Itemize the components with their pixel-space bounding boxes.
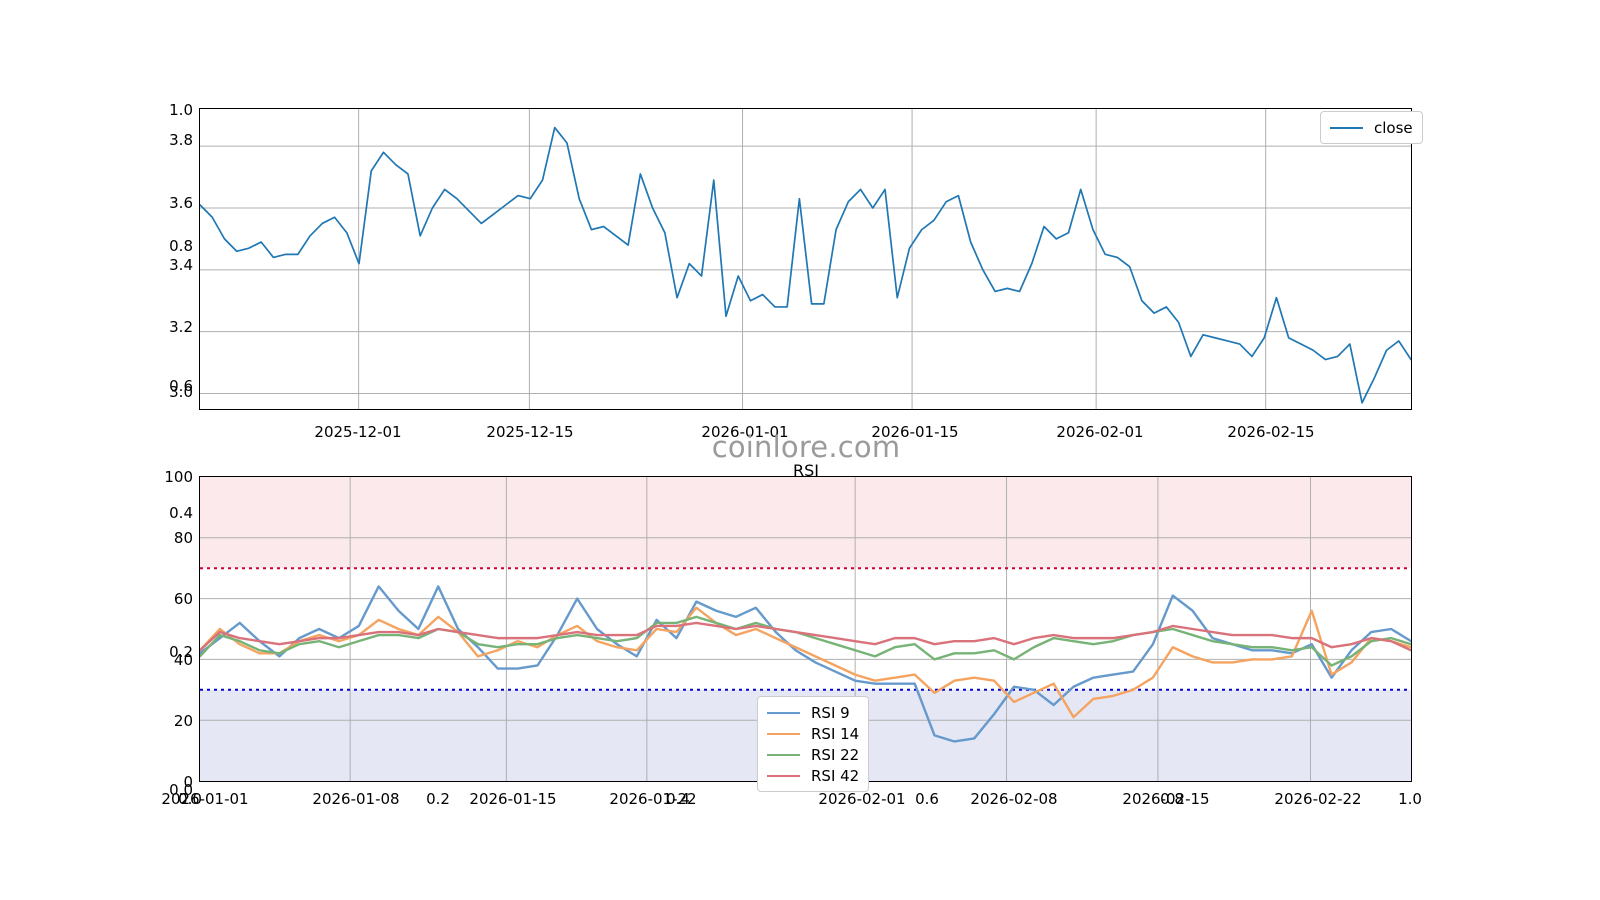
- price-xtick-5: 2026-02-15: [1227, 423, 1315, 441]
- rsi-overlay-xtick-0-2: 0.2: [426, 790, 450, 808]
- watermark-coinlore: coinlore.com: [711, 430, 901, 464]
- rsi-overlay-xtick-0-4: 0.4: [666, 790, 690, 808]
- rsi-ytick-0: 0: [183, 773, 193, 791]
- legend-label-rsi-9: RSI 9: [811, 703, 850, 722]
- legend-item-rsi-42: RSI 42: [767, 765, 859, 786]
- rsi-xtick-5: 2026-02-08: [970, 790, 1058, 808]
- price-overlay-ytick-0-6: 0.6: [169, 377, 193, 395]
- price-legend: close: [1320, 111, 1423, 144]
- price-ytick-3-8: 3.8: [169, 131, 193, 149]
- rsi-overlay-xtick-0-6: 0.6: [915, 790, 939, 808]
- rsi-xtick-2: 2026-01-15: [469, 790, 557, 808]
- price-xtick-1: 2025-12-15: [486, 423, 574, 441]
- overbought-band: [200, 477, 1411, 569]
- price-xtick-4: 2026-02-01: [1056, 423, 1144, 441]
- price-ytick-3-0: 3.0: [169, 383, 193, 401]
- legend-item-close: close: [1330, 117, 1413, 138]
- rsi-ytick-60: 60: [173, 590, 193, 608]
- legend-label-rsi-42: RSI 42: [811, 766, 860, 785]
- price-overlay-ytick-1-0: 1.0: [169, 101, 193, 119]
- price-xtick-3: 2026-01-15: [871, 423, 959, 441]
- legend-swatch-rsi-9: [767, 711, 800, 714]
- price-xtick-2: 2026-01-01: [701, 423, 789, 441]
- price-plot-area: [200, 109, 1411, 409]
- legend-item-rsi-9: RSI 9: [767, 702, 859, 723]
- rsi-ytick-20: 20: [173, 712, 193, 730]
- rsi-xtick-7: 2026-02-22: [1274, 790, 1362, 808]
- legend-label-rsi-14: RSI 14: [811, 724, 860, 743]
- rsi-xtick-1: 2026-01-08: [312, 790, 400, 808]
- rsi-overlay-xtick-0-0: 0.0: [178, 790, 202, 808]
- price-chart-panel: [199, 108, 1412, 410]
- rsi-xtick-6: 2026-02-15: [1122, 790, 1210, 808]
- rsi-overlay-ytick-0-2: 0.2: [169, 643, 193, 661]
- rsi-overlay-xtick-1-0: 1.0: [1398, 790, 1422, 808]
- rsi-legend: RSI 9 RSI 14 RSI 22 RSI 42: [757, 696, 870, 792]
- legend-label-rsi-22: RSI 22: [811, 745, 860, 764]
- rsi-xtick-0: 2026-01-01: [161, 790, 249, 808]
- rsi-ytick-100: 100: [164, 468, 193, 486]
- rsi-panel-title: RSI: [793, 461, 819, 480]
- price-overlay-ytick-0-8: 0.8: [169, 237, 193, 255]
- legend-swatch-rsi-22: [767, 753, 800, 756]
- legend-swatch-close: [1330, 126, 1363, 129]
- legend-swatch-rsi-42: [767, 774, 800, 777]
- rsi-ytick-40: 40: [173, 651, 193, 669]
- rsi-xtick-4: 2026-02-01: [818, 790, 906, 808]
- legend-item-rsi-22: RSI 22: [767, 744, 859, 765]
- rsi-ytick-80: 80: [173, 529, 193, 547]
- rsi-overlay-ytick-0-0: 0.0: [169, 781, 193, 799]
- legend-swatch-rsi-14: [767, 732, 800, 735]
- price-ytick-3-4: 3.4: [169, 256, 193, 274]
- rsi-overlay-ytick-0-4: 0.4: [169, 504, 193, 522]
- price-xtick-0: 2025-12-01: [314, 423, 402, 441]
- rsi-xtick-3: 2026-01-22: [609, 790, 697, 808]
- price-ytick-3-2: 3.2: [169, 318, 193, 336]
- rsi-overlay-xtick-0-8: 0.8: [1160, 790, 1184, 808]
- legend-label-close: close: [1374, 118, 1413, 137]
- rsi-plot-area: [200, 477, 1411, 781]
- legend-item-rsi-14: RSI 14: [767, 723, 859, 744]
- price-ytick-3-6: 3.6: [169, 194, 193, 212]
